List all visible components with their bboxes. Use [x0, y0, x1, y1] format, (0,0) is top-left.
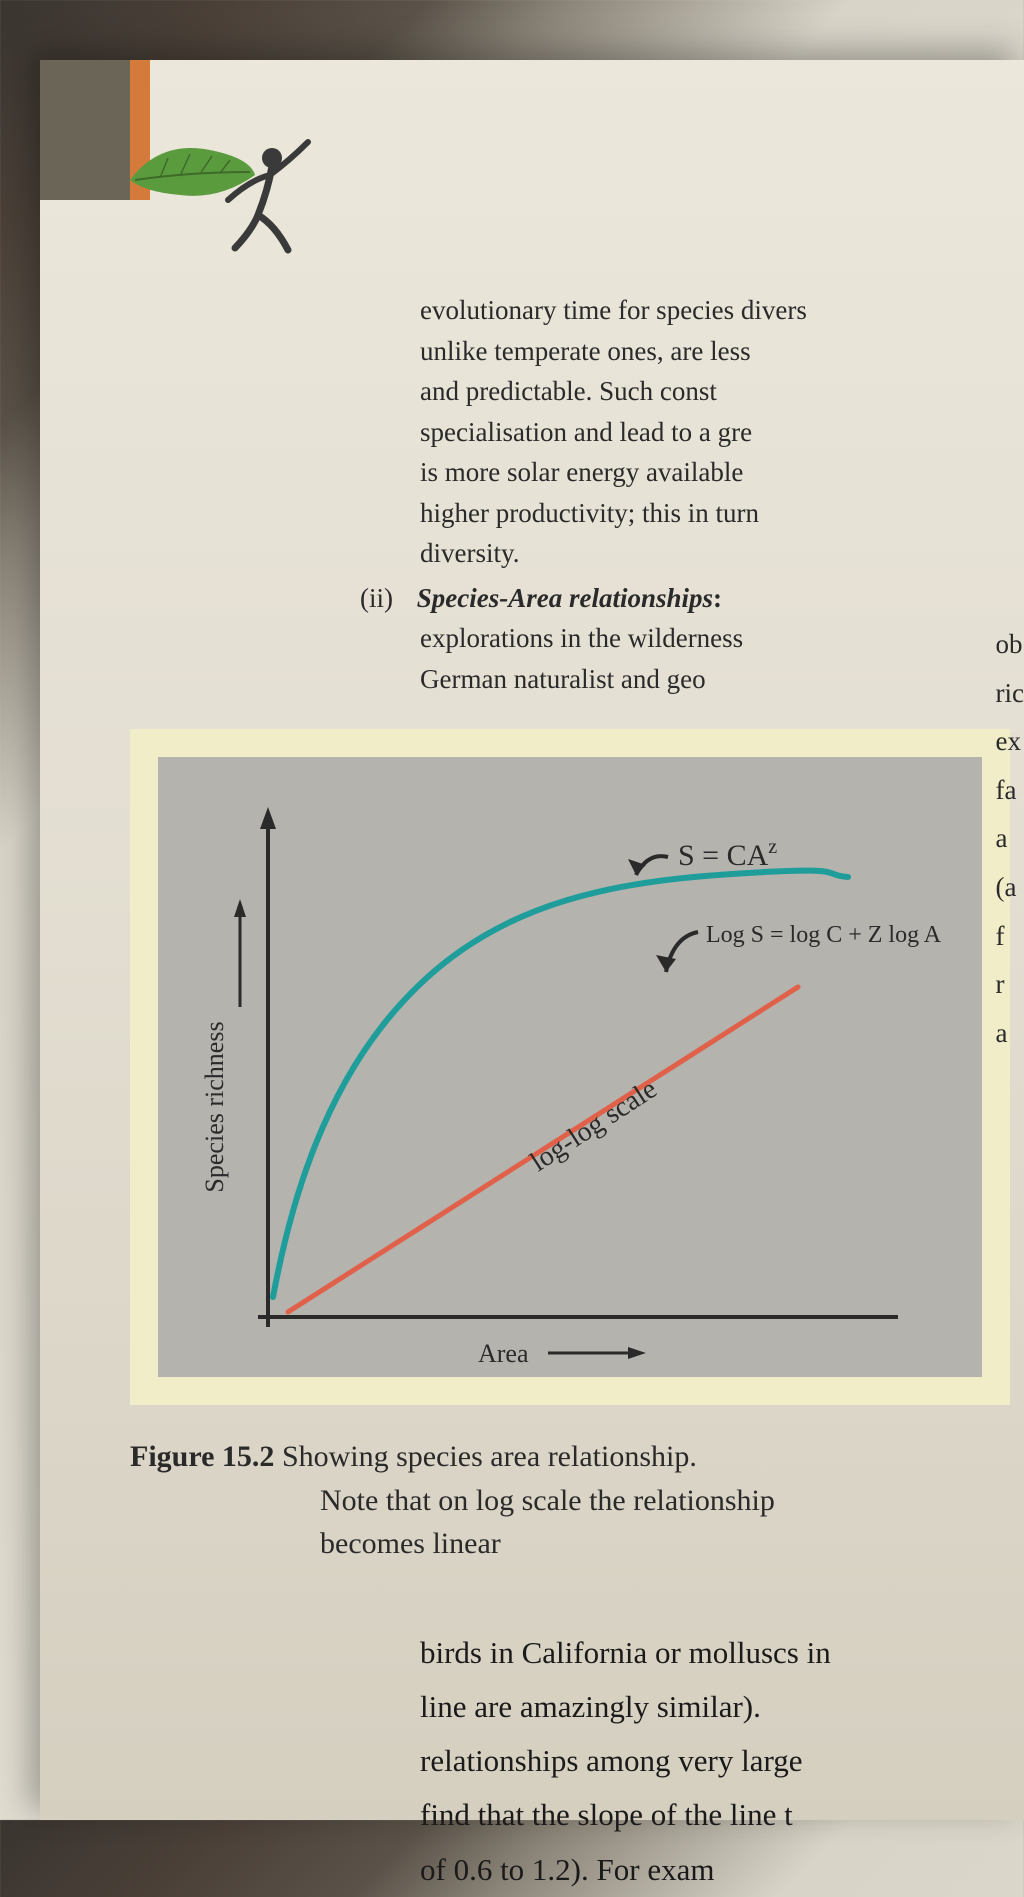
chart-svg: log-log scale S = CAz Log S = log C + Z … — [158, 757, 982, 1377]
text-line: unlike temperate ones, are less — [420, 331, 1024, 372]
arrow-head-icon — [628, 1347, 646, 1359]
text-line: explorations in the wilderness — [420, 618, 1024, 659]
figure-number: Figure 15.2 — [130, 1440, 274, 1473]
arrow-head-icon — [656, 955, 676, 972]
text-line: relationships among very large — [420, 1734, 1024, 1788]
x-axis-label: Area — [478, 1339, 529, 1368]
caption-text: becomes linear — [130, 1522, 1010, 1566]
equation-log: Log S = log C + Z log A — [706, 922, 942, 948]
equation-power: S = CAz — [678, 836, 777, 872]
arrow-head-icon — [234, 899, 246, 917]
caption-text: Note that on log scale the relationship — [130, 1479, 1010, 1523]
text-line: specialisation and lead to a gre — [420, 412, 1024, 453]
figure-15-2: log-log scale S = CAz Log S = log C + Z … — [130, 729, 1010, 1405]
text-line: and predictable. Such const — [420, 371, 1024, 412]
text-line: line are amazingly similar). — [420, 1680, 1024, 1734]
y-axis-label: Species richness — [200, 1021, 229, 1192]
dancing-figure-icon — [180, 130, 330, 285]
item-title: Species-Area relationships — [417, 583, 713, 613]
body-paragraph: evolutionary time for species divers unl… — [420, 290, 1024, 699]
item-number: (ii) — [360, 578, 410, 619]
log-log-label: log-log scale — [525, 1074, 663, 1178]
text-line: find that the slope of the line t — [420, 1788, 1024, 1842]
lower-paragraph: birds in California or molluscs in line … — [420, 1626, 1024, 1897]
curve-arrow-2 — [666, 932, 698, 972]
text-line: of 0.6 to 1.2). For exam — [420, 1843, 1024, 1897]
text-line: evolutionary time for species divers — [420, 290, 1024, 331]
cut-off-text-right: ob ric ex fa a (a f r a — [990, 620, 1024, 1057]
textbook-page: evolutionary time for species divers unl… — [40, 60, 1024, 1820]
text-line: higher productivity; this in turn — [420, 493, 1024, 534]
caption-text: Showing species area relationship. — [282, 1440, 697, 1473]
figure-caption: Figure 15.2 Showing species area relatio… — [130, 1435, 1010, 1566]
text-line: birds in California or molluscs in — [420, 1626, 1024, 1680]
text-line: is more solar energy available — [420, 452, 1024, 493]
y-axis-arrow-icon — [260, 807, 276, 829]
arrow-head-icon — [628, 859, 646, 875]
grey-stripe — [40, 60, 130, 200]
species-area-chart: log-log scale S = CAz Log S = log C + Z … — [158, 757, 982, 1377]
list-item: (ii) Species-Area relationships: — [360, 578, 1024, 619]
text-line: German naturalist and geo — [420, 659, 1024, 700]
text-line: diversity. — [420, 533, 1024, 574]
